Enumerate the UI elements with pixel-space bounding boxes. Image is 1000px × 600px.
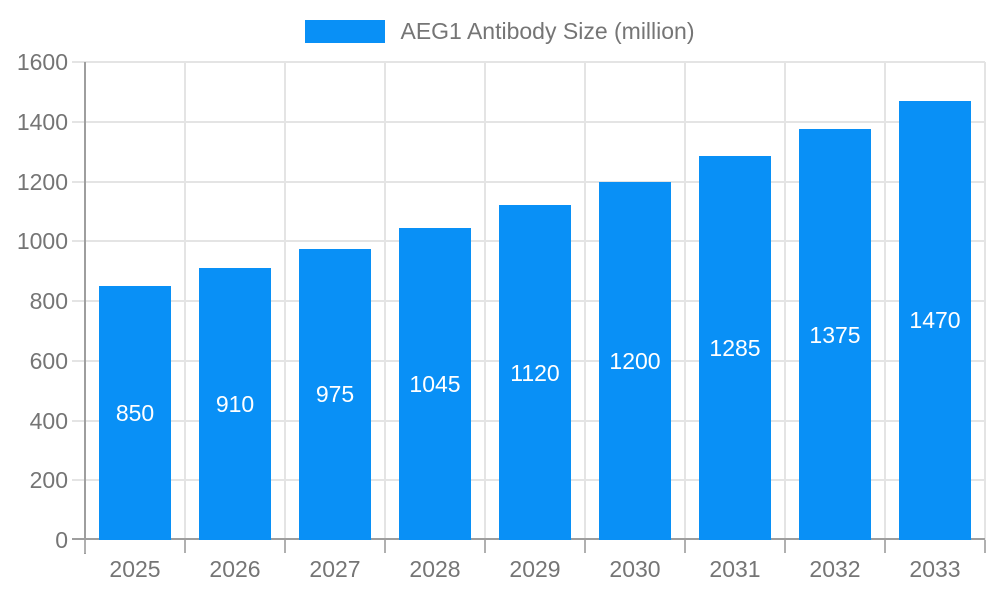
x-axis-tick (384, 540, 386, 553)
x-axis-tick (984, 540, 986, 553)
bar[interactable] (99, 286, 171, 540)
bar[interactable] (699, 156, 771, 540)
bar-value-label: 1285 (709, 335, 761, 362)
gridline-vertical (784, 62, 786, 540)
gridline-horizontal (72, 180, 985, 183)
gridline-vertical (484, 62, 486, 540)
bar[interactable] (899, 100, 971, 540)
bar-value-label: 1120 (510, 359, 560, 386)
x-axis-tick (584, 540, 586, 553)
x-axis-category-label: 2031 (709, 556, 761, 582)
x-axis-tick (284, 540, 286, 553)
bar-value-label: 1470 (909, 307, 961, 334)
bar-value-label: 910 (215, 391, 255, 418)
bar-value-label: 975 (315, 381, 355, 408)
gridline-vertical (684, 62, 686, 540)
y-axis-tick-label: 1600 (16, 49, 68, 75)
y-axis-tick-label: 800 (29, 288, 68, 314)
bar[interactable] (599, 181, 671, 540)
x-axis-tick (184, 540, 186, 553)
x-axis-category-label: 2026 (209, 556, 261, 582)
x-axis-category-label: 2033 (909, 556, 961, 582)
x-axis-category-label: 2027 (309, 556, 361, 582)
y-axis-tick-label: 0 (55, 527, 68, 553)
x-axis-category-label: 2025 (109, 556, 161, 582)
x-axis-tick (84, 540, 86, 553)
y-axis-tick-label: 400 (29, 407, 68, 434)
x-axis-category-label: 2028 (409, 556, 461, 582)
gridline-vertical (184, 62, 186, 540)
y-axis-tick-label: 1000 (16, 228, 68, 255)
y-axis-tick-label: 1200 (16, 168, 68, 195)
gridline-vertical (884, 62, 886, 540)
y-axis-tick-label: 1400 (16, 108, 68, 135)
x-axis-category-label: 2032 (809, 556, 861, 582)
gridline-vertical (284, 62, 286, 540)
x-axis-tick (484, 540, 486, 553)
plot-area: 0 200 400 600 800 1000 1200 1400 1600 850 2025 910 2… (17, 49, 986, 582)
bar[interactable] (499, 205, 571, 540)
bar[interactable] (199, 268, 271, 540)
y-axis-tick-label: 200 (29, 467, 68, 494)
x-axis-tick (684, 540, 686, 553)
legend-label[interactable]: AEG1 Antibody Size (million) (400, 18, 695, 44)
bar[interactable] (299, 248, 371, 540)
bar[interactable] (399, 227, 471, 540)
legend-swatch[interactable] (305, 20, 386, 43)
bar-value-label: 1375 (809, 321, 861, 348)
bar-value-label: 850 (115, 400, 155, 427)
bar[interactable] (799, 129, 871, 540)
gridline-horizontal (72, 120, 985, 123)
x-axis-tick (884, 540, 886, 553)
x-axis-category-label: 2030 (609, 556, 661, 582)
gridline-vertical (584, 62, 586, 540)
y-axis-line (84, 62, 86, 554)
x-axis-tick (784, 540, 786, 553)
gridline-vertical (984, 62, 986, 540)
bar-value-label: 1200 (609, 347, 661, 374)
x-axis-category-label: 2029 (509, 556, 561, 582)
legend: AEG1 Antibody Size (million) (0, 18, 1000, 45)
bar-value-label: 1045 (409, 370, 461, 397)
gridline-horizontal (72, 61, 985, 63)
gridline-vertical (384, 62, 386, 540)
y-axis-tick-label: 600 (29, 347, 68, 374)
